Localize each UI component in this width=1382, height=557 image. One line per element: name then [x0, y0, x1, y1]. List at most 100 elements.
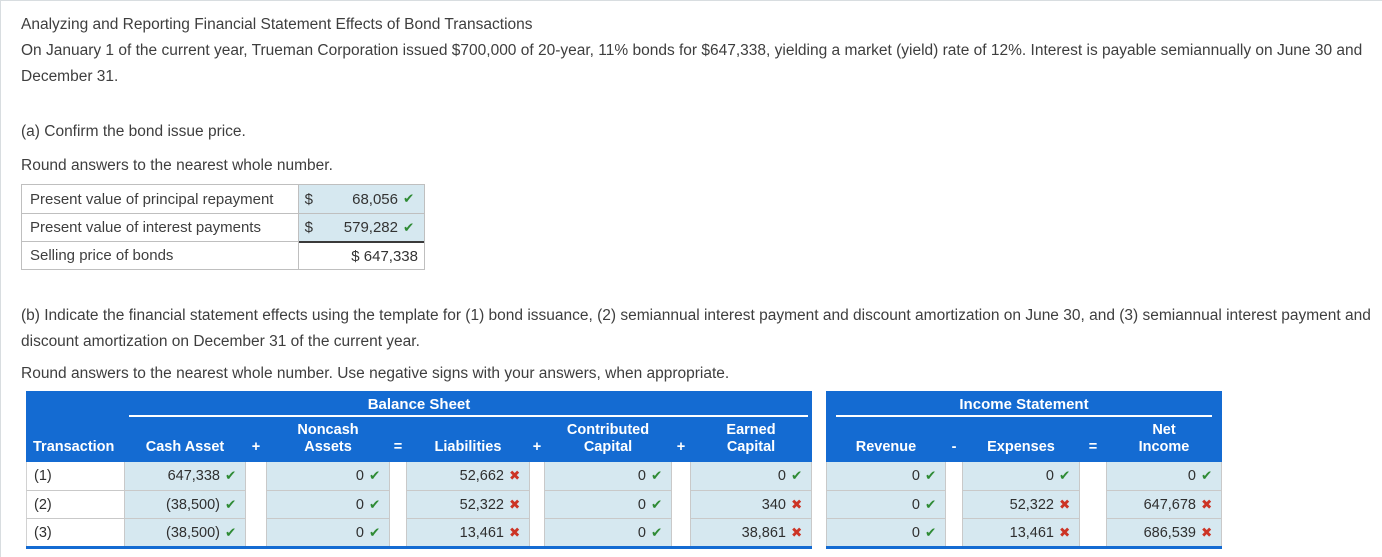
- liabilities-cell[interactable]: 13,461 ✖: [406, 518, 530, 546]
- table-row: 0 ✔ 0 ✔ 0 ✔: [826, 462, 1222, 490]
- balance-sheet-columns: Transaction Cash Asset + Noncash Assets …: [26, 417, 812, 462]
- cell-value: 13,461: [459, 524, 504, 541]
- header-underline: [129, 415, 808, 417]
- table-row: Selling price of bonds $ 647,338: [22, 241, 424, 269]
- revenue-cell[interactable]: 0 ✔: [826, 462, 946, 490]
- cell-value: 0: [355, 468, 364, 484]
- balance-sheet-table: Balance Sheet Transaction Cash Asset + N…: [26, 391, 812, 549]
- row-label: Present value of interest payments: [22, 213, 299, 241]
- contributed-capital-cell[interactable]: 0 ✔: [544, 462, 672, 490]
- plus-operator: +: [532, 439, 542, 455]
- column-header-earned-capital: Earned Capital: [726, 422, 776, 455]
- financial-effects-template: Balance Sheet Transaction Cash Asset + N…: [26, 391, 1382, 549]
- cash-asset-cell[interactable]: 647,338 ✔: [124, 462, 246, 490]
- expenses-cell[interactable]: 0 ✔: [962, 462, 1080, 490]
- cash-asset-cell[interactable]: (38,500) ✔: [124, 490, 246, 518]
- column-header-contributed-capital: Contributed Capital: [566, 422, 650, 455]
- spacer: [672, 462, 690, 490]
- status-icon: ✔: [369, 468, 381, 484]
- contributed-capital-cell[interactable]: 0 ✔: [544, 490, 672, 518]
- revenue-cell[interactable]: 0 ✔: [826, 490, 946, 518]
- column-header-liabilities: Liabilities: [434, 439, 502, 455]
- column-header-net-income: Net Income: [1138, 422, 1190, 455]
- column-header-noncash-assets: Noncash Assets: [297, 422, 359, 455]
- contributed-capital-cell[interactable]: 0 ✔: [544, 518, 672, 546]
- income-statement-columns: Revenue - Expenses = Net Income: [826, 417, 1222, 462]
- table-row: Present value of principal repayment $ 6…: [22, 185, 424, 213]
- earned-capital-cell[interactable]: 340 ✖: [690, 490, 812, 518]
- selling-price-total: $ 647,338: [298, 241, 424, 269]
- status-icon: ✔: [1059, 468, 1071, 484]
- equals-operator: =: [393, 439, 403, 455]
- status-icon: ✔: [651, 524, 663, 540]
- cell-value: 0: [637, 524, 646, 541]
- cell-value: $ 647,338: [351, 247, 418, 265]
- cell-value: 0: [355, 524, 364, 541]
- problem-statement: Analyzing and Reporting Financial Statem…: [21, 12, 1373, 90]
- part-b-heading: (b) Indicate the financial statement eff…: [21, 307, 1371, 350]
- status-icon: ✖: [509, 468, 521, 484]
- column-header-cash-asset: Cash Asset: [145, 439, 225, 455]
- expenses-cell[interactable]: 52,322 ✖: [962, 490, 1080, 518]
- row-label: Present value of principal repayment: [22, 185, 299, 213]
- spacer: [1080, 490, 1106, 518]
- bond-price-table: Present value of principal repayment $ 6…: [21, 184, 425, 270]
- column-header-revenue: Revenue: [855, 439, 917, 455]
- noncash-assets-cell[interactable]: 0 ✔: [266, 518, 390, 546]
- earned-capital-cell[interactable]: 38,861 ✖: [690, 518, 812, 546]
- spacer: [530, 462, 544, 490]
- cell-value: 68,056: [352, 190, 398, 208]
- net-income-cell[interactable]: 0 ✔: [1106, 462, 1222, 490]
- net-income-cell[interactable]: 686,539 ✖: [1106, 518, 1222, 546]
- cell-value: (38,500): [165, 496, 220, 513]
- spacer: [946, 490, 962, 518]
- pv-principal-field[interactable]: $ 68,056 ✔: [298, 185, 424, 213]
- currency-symbol: $: [304, 219, 313, 236]
- revenue-cell[interactable]: 0 ✔: [826, 518, 946, 546]
- earned-capital-cell[interactable]: 0 ✔: [690, 462, 812, 490]
- status-icon: ✔: [925, 468, 937, 484]
- spacer: [946, 462, 962, 490]
- expenses-cell[interactable]: 13,461 ✖: [962, 518, 1080, 546]
- status-icon: ✖: [1201, 496, 1213, 512]
- table-row: Present value of interest payments $ 579…: [22, 213, 424, 241]
- column-header-expenses: Expenses: [987, 439, 1055, 455]
- cell-value: 52,662: [459, 468, 504, 484]
- transaction-label: (1): [26, 462, 124, 490]
- income-statement-header: Income Statement Revenue - Expenses = Ne…: [826, 391, 1222, 462]
- cell-value: 0: [1045, 468, 1054, 484]
- cell-value: 0: [1187, 468, 1196, 484]
- problem-title: Analyzing and Reporting Financial Statem…: [21, 16, 533, 33]
- income-statement-title: Income Statement: [959, 396, 1089, 413]
- status-icon: ✔: [225, 524, 237, 540]
- pv-interest-field[interactable]: $ 579,282 ✔: [298, 213, 424, 241]
- cell-value: 13,461: [1009, 524, 1054, 541]
- header-underline: [836, 415, 1212, 417]
- status-icon: ✖: [1201, 524, 1213, 540]
- noncash-assets-cell[interactable]: 0 ✔: [266, 490, 390, 518]
- cell-value: 38,861: [741, 524, 786, 541]
- correct-check-icon: ✔: [403, 191, 415, 207]
- cell-value: 0: [911, 496, 920, 513]
- cell-value: (38,500): [165, 524, 220, 541]
- noncash-assets-cell[interactable]: 0 ✔: [266, 462, 390, 490]
- correct-check-icon: ✔: [403, 219, 415, 235]
- transaction-label: (2): [26, 490, 124, 518]
- part-a-instruction: Round answers to the nearest whole numbe…: [21, 157, 333, 174]
- cell-value: 52,322: [1009, 496, 1054, 513]
- spacer: [672, 490, 690, 518]
- net-income-cell[interactable]: 647,678 ✖: [1106, 490, 1222, 518]
- cash-asset-cell[interactable]: (38,500) ✔: [124, 518, 246, 546]
- cell-value: 686,539: [1143, 524, 1196, 541]
- spacer: [530, 490, 544, 518]
- spacer: [246, 462, 266, 490]
- status-icon: ✖: [509, 524, 521, 540]
- liabilities-cell[interactable]: 52,662 ✖: [406, 462, 530, 490]
- status-icon: ✔: [651, 468, 663, 484]
- equals-operator: =: [1088, 439, 1098, 455]
- status-icon: ✖: [791, 524, 803, 540]
- status-icon: ✔: [925, 524, 937, 540]
- liabilities-cell[interactable]: 52,322 ✖: [406, 490, 530, 518]
- cell-value: 647,678: [1143, 496, 1196, 513]
